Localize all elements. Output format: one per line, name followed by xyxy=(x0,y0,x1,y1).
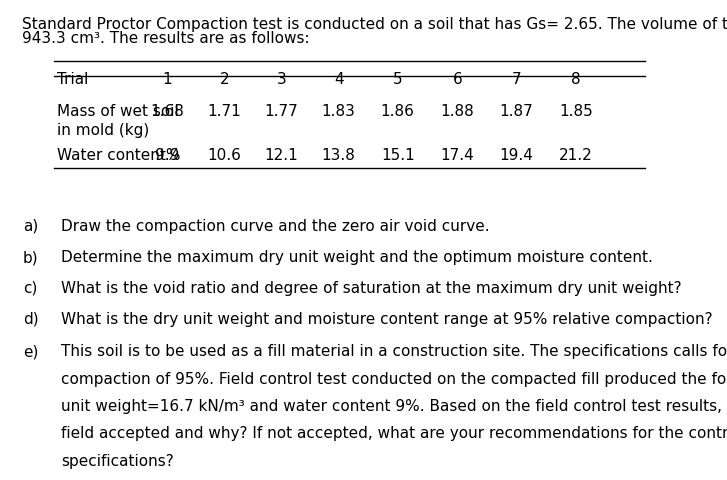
Text: Water content%: Water content% xyxy=(57,148,180,163)
Text: What is the dry unit weight and moisture content range at 95% relative compactio: What is the dry unit weight and moisture… xyxy=(61,312,712,326)
Text: 6: 6 xyxy=(453,72,462,86)
Text: Mass of wet soil
in mold (kg): Mass of wet soil in mold (kg) xyxy=(57,104,179,138)
Text: Standard Proctor Compaction test is conducted on a soil that has Gs= 2.65. The v: Standard Proctor Compaction test is cond… xyxy=(22,16,727,32)
Text: compaction of 95%. Field control test conducted on the compacted fill produced t: compaction of 95%. Field control test co… xyxy=(61,372,727,387)
Text: unit weight=16.7 kN/m³ and water content 9%. Based on the field control test res: unit weight=16.7 kN/m³ and water content… xyxy=(61,399,727,414)
Text: specifications?: specifications? xyxy=(61,454,174,468)
Text: 17.4: 17.4 xyxy=(441,148,475,163)
Text: 1.86: 1.86 xyxy=(381,104,414,119)
Text: 1.77: 1.77 xyxy=(265,104,299,119)
Text: 10.6: 10.6 xyxy=(208,148,241,163)
Text: 1.83: 1.83 xyxy=(321,104,356,119)
Text: Draw the compaction curve and the zero air void curve.: Draw the compaction curve and the zero a… xyxy=(61,219,489,234)
Text: 9.9: 9.9 xyxy=(156,148,180,163)
Text: 12.1: 12.1 xyxy=(265,148,299,163)
Text: 8: 8 xyxy=(571,72,581,86)
Text: e): e) xyxy=(23,345,39,360)
Text: a): a) xyxy=(23,219,39,234)
Text: field accepted and why? If not accepted, what are your recommendations for the c: field accepted and why? If not accepted,… xyxy=(61,426,727,441)
Text: 1: 1 xyxy=(163,72,172,86)
Text: 13.8: 13.8 xyxy=(321,148,356,163)
Text: 19.4: 19.4 xyxy=(499,148,534,163)
Text: 1.87: 1.87 xyxy=(499,104,534,119)
Text: d): d) xyxy=(23,312,39,326)
Text: b): b) xyxy=(23,251,39,265)
Text: 1.68: 1.68 xyxy=(150,104,185,119)
Text: 21.2: 21.2 xyxy=(559,148,593,163)
Text: Trial: Trial xyxy=(57,72,89,86)
Text: 4: 4 xyxy=(334,72,343,86)
Text: Determine the maximum dry unit weight and the optimum moisture content.: Determine the maximum dry unit weight an… xyxy=(61,251,653,265)
Text: 5: 5 xyxy=(393,72,403,86)
Text: 1.85: 1.85 xyxy=(559,104,593,119)
Text: 7: 7 xyxy=(512,72,521,86)
Text: 3: 3 xyxy=(277,72,286,86)
Text: 943.3 cm³. The results are as follows:: 943.3 cm³. The results are as follows: xyxy=(22,31,309,46)
Text: 15.1: 15.1 xyxy=(381,148,414,163)
Text: What is the void ratio and degree of saturation at the maximum dry unit weight?: What is the void ratio and degree of sat… xyxy=(61,281,681,296)
Text: c): c) xyxy=(23,281,37,296)
Text: This soil is to be used as a fill material in a construction site. The specifica: This soil is to be used as a fill materi… xyxy=(61,345,727,360)
Text: 2: 2 xyxy=(220,72,230,86)
Text: 1.88: 1.88 xyxy=(441,104,475,119)
Text: 1.71: 1.71 xyxy=(208,104,241,119)
